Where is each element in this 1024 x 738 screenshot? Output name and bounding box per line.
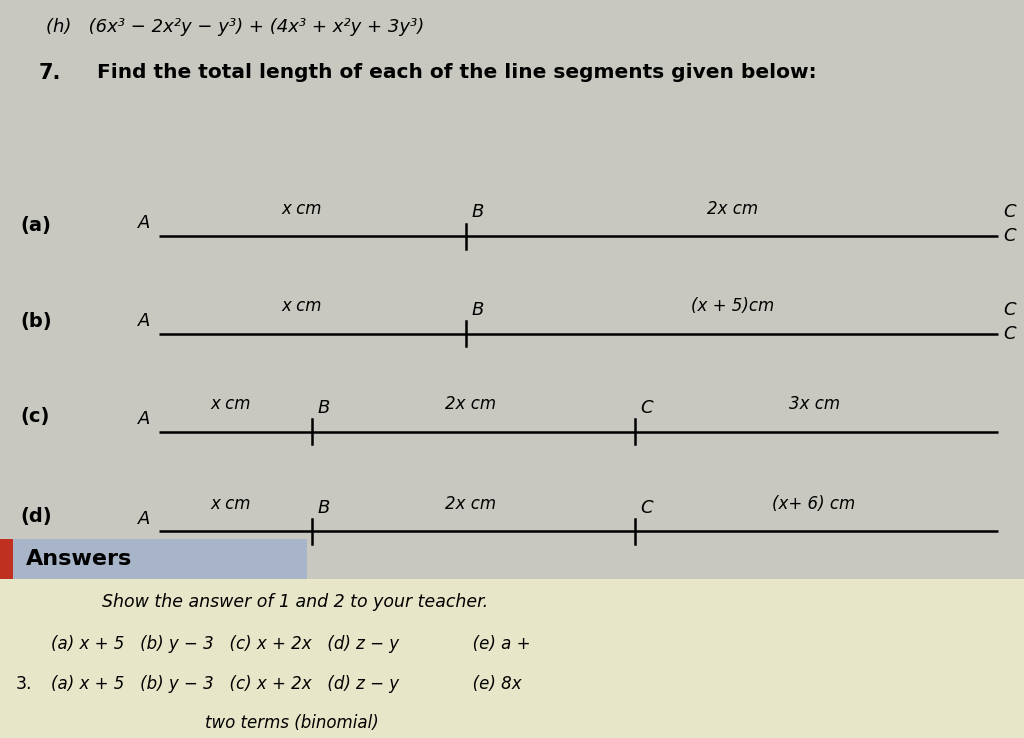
Bar	[0, 539, 13, 579]
Text: 2x cm: 2x cm	[445, 495, 497, 513]
Text: (a): (a)	[20, 215, 51, 235]
Text: Answers: Answers	[26, 549, 132, 569]
Text: C: C	[640, 499, 652, 517]
Text: C: C	[1004, 301, 1016, 319]
Text: (d): (d)	[20, 507, 52, 526]
Text: 3x cm: 3x cm	[788, 396, 840, 413]
Text: (x+ 6) cm: (x+ 6) cm	[772, 495, 856, 513]
Text: x cm: x cm	[282, 200, 323, 218]
Text: (b): (b)	[20, 311, 52, 331]
Text: A: A	[138, 410, 151, 428]
Text: C: C	[1004, 325, 1016, 342]
Text: B: B	[471, 301, 483, 319]
Text: (c): (c)	[20, 407, 50, 427]
Text: C: C	[1004, 204, 1016, 221]
Text: (a) x + 5   (b) y − 3   (c) x + 2x   (d) z − y              (e) a +: (a) x + 5 (b) y − 3 (c) x + 2x (d) z − y…	[51, 635, 530, 652]
Text: B: B	[471, 204, 483, 221]
Text: B: B	[317, 499, 330, 517]
Text: C: C	[640, 399, 652, 417]
Bar	[0, 0, 1024, 579]
Text: (h)   (6x³ − 2x²y − y³) + (4x³ + x²y + 3y³): (h) (6x³ − 2x²y − y³) + (4x³ + x²y + 3y³…	[46, 18, 424, 36]
Text: (x + 5)cm: (x + 5)cm	[690, 297, 774, 315]
Text: Show the answer of 1 and 2 to your teacher.: Show the answer of 1 and 2 to your teach…	[102, 593, 488, 610]
Text: 7.: 7.	[39, 63, 61, 83]
Text: A: A	[138, 215, 151, 232]
Bar	[0, 539, 307, 579]
Text: B: B	[317, 399, 330, 417]
Text: A: A	[138, 510, 151, 528]
Text: (a) x + 5   (b) y − 3   (c) x + 2x   (d) z − y              (e) 8x: (a) x + 5 (b) y − 3 (c) x + 2x (d) z − y…	[51, 675, 522, 693]
Text: x cm: x cm	[210, 495, 251, 513]
Bar	[0, 579, 1024, 738]
Text: two terms (binomial): two terms (binomial)	[205, 714, 379, 732]
Text: 2x cm: 2x cm	[445, 396, 497, 413]
Text: 2x cm: 2x cm	[707, 200, 758, 218]
Text: x cm: x cm	[282, 297, 323, 315]
Text: Find the total length of each of the line segments given below:: Find the total length of each of the lin…	[97, 63, 817, 82]
Text: 3.: 3.	[15, 675, 32, 693]
Text: x cm: x cm	[210, 396, 251, 413]
Text: C: C	[1004, 227, 1016, 245]
Text: A: A	[138, 312, 151, 330]
